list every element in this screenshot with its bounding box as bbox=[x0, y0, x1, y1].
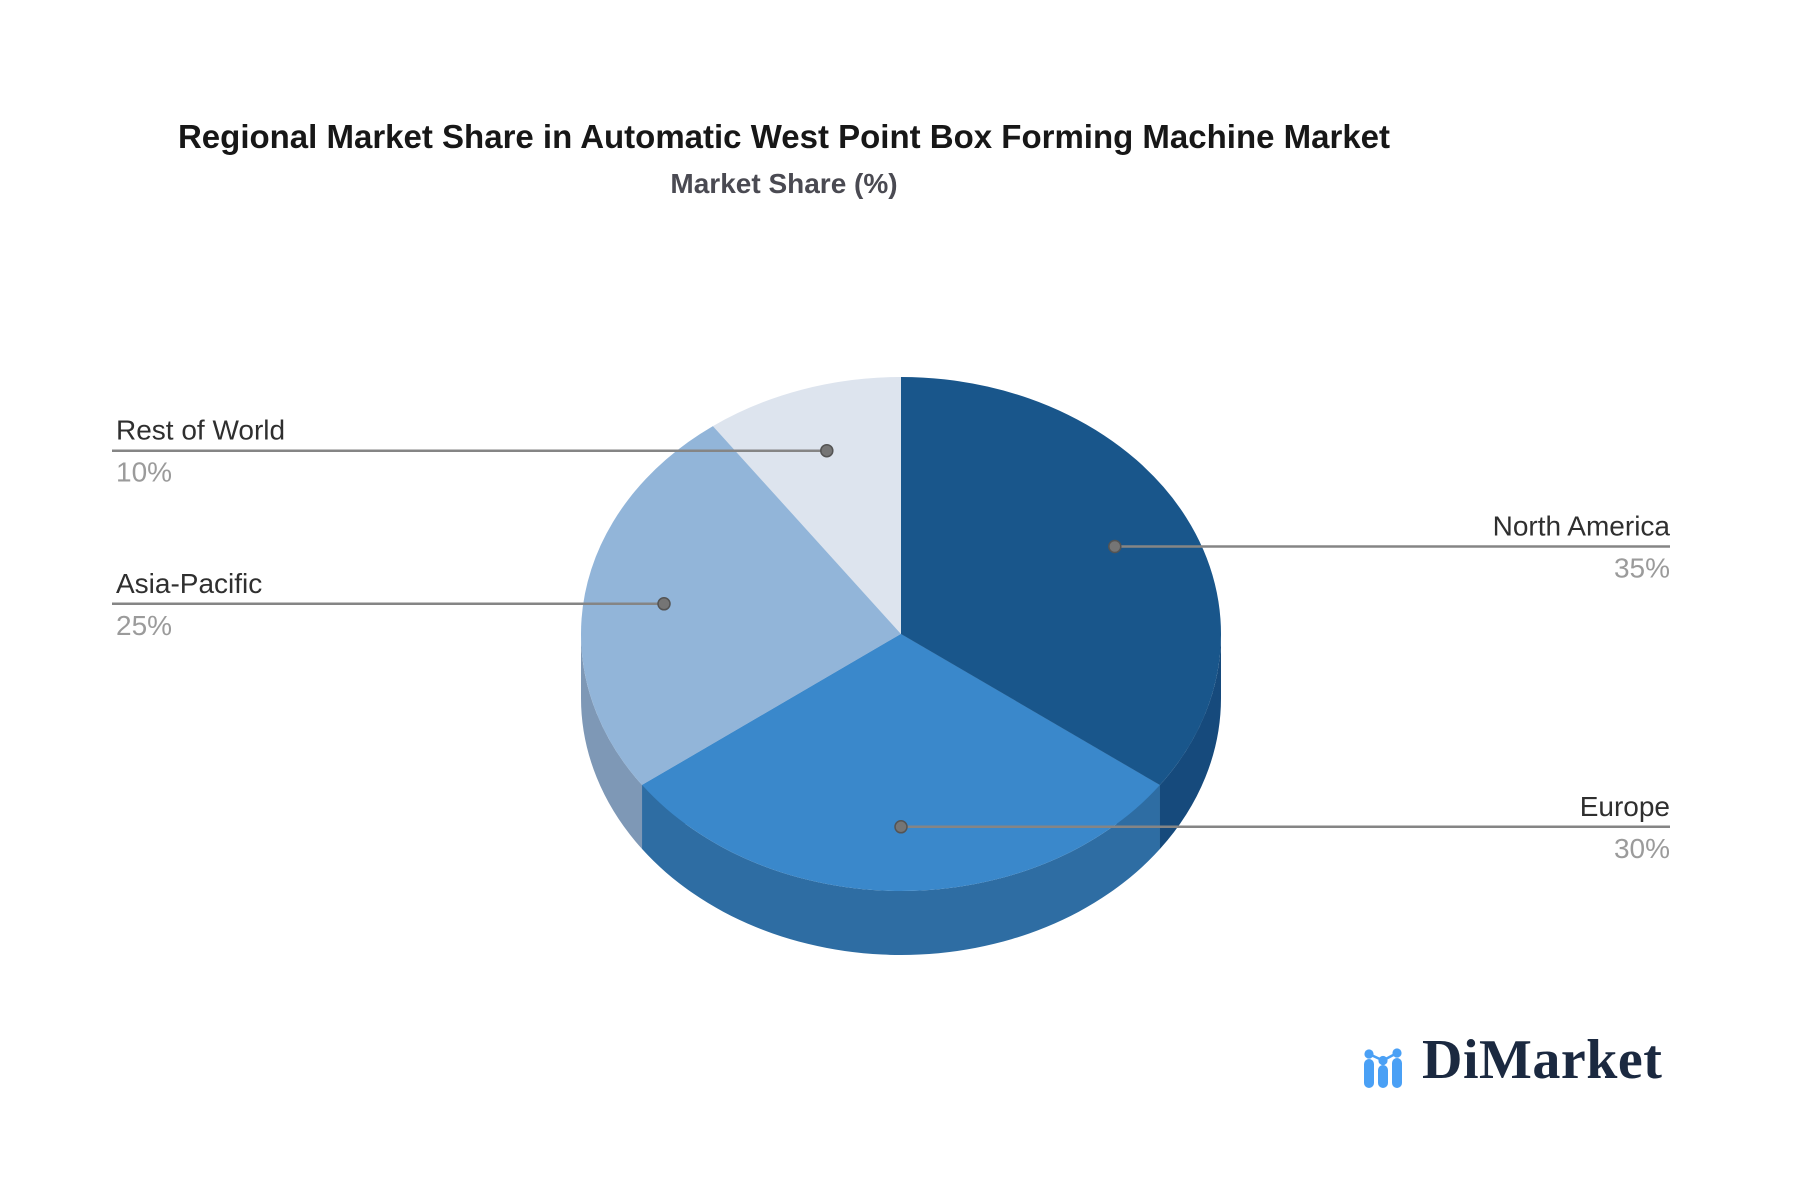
slice-name: Asia-Pacific bbox=[116, 568, 262, 599]
pie-slice-asia-pacific[interactable] bbox=[580, 426, 901, 786]
pie-slice-north-america[interactable] bbox=[901, 377, 1222, 786]
slice-value: 10% bbox=[116, 457, 172, 488]
pie-wall-rim-asia-pacific[interactable] bbox=[581, 634, 643, 850]
connector-dot bbox=[1108, 539, 1122, 554]
pie-slice-rest-of-world[interactable] bbox=[712, 377, 901, 634]
connector-dot bbox=[820, 443, 834, 458]
bar-line-chart-logo-icon bbox=[1364, 1048, 1402, 1088]
slice-value: 35% bbox=[1614, 553, 1670, 584]
chart-subtitle: Market Share (%) bbox=[670, 168, 898, 199]
slice-name: Europe bbox=[1580, 791, 1670, 822]
pie-label-asia-pacific: Asia-Pacific 25% bbox=[112, 568, 671, 641]
logo-wordmark: DiMarket bbox=[1422, 1029, 1663, 1091]
slice-name: North America bbox=[1493, 511, 1671, 542]
connector-dot bbox=[894, 820, 908, 834]
pie-label-north-america: North America 35% bbox=[1108, 511, 1671, 584]
pie-wall-rim-north-america[interactable] bbox=[1159, 634, 1221, 850]
pie-label-rest-of-world: Rest of World 10% bbox=[112, 415, 834, 488]
connector-dot bbox=[657, 597, 671, 611]
pie-label-europe: Europe 30% bbox=[894, 791, 1670, 864]
pie-wall-rim-europe[interactable] bbox=[642, 785, 1160, 956]
slice-value: 30% bbox=[1614, 833, 1670, 864]
pie-3d-body bbox=[580, 377, 1222, 956]
slice-name: Rest of World bbox=[116, 415, 285, 446]
chart-title: Regional Market Share in Automatic West … bbox=[177, 118, 1391, 155]
slice-value: 25% bbox=[116, 610, 172, 641]
dimarket-logo[interactable]: DiMarket bbox=[1363, 1032, 1662, 1088]
